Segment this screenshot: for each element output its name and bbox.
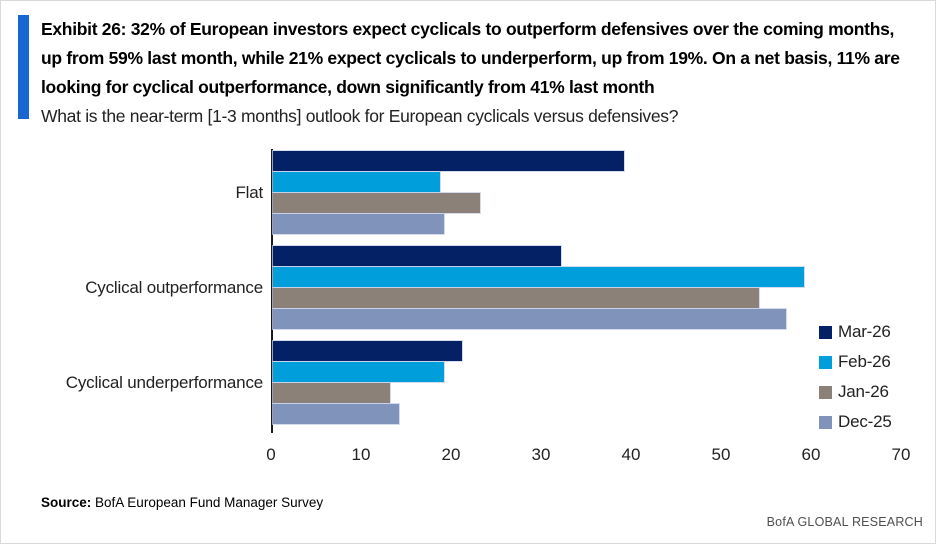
bar-mar-26-group-2: [272, 245, 562, 267]
bar-group-1: [272, 150, 625, 235]
bar-mar-26-group-3: [272, 340, 463, 362]
bar-group-2: [272, 245, 805, 330]
legend-swatch-icon: [819, 355, 832, 369]
x-tick-label: 40: [621, 445, 641, 464]
exhibit-header: Exhibit 26: 32% of European investors ex…: [18, 15, 919, 131]
chart-legend: Mar-26 Feb-26 Jan-26 Dec-25: [819, 317, 892, 437]
header-text: Exhibit 26: 32% of European investors ex…: [41, 15, 913, 131]
bar-dec-25-group-2: [272, 308, 787, 330]
legend-item-mar-26: Mar-26: [819, 317, 892, 347]
legend-swatch-icon: [819, 325, 832, 339]
x-tick-label: 30: [531, 445, 551, 464]
legend-label: Feb-26: [838, 352, 891, 371]
source-label: Source:: [41, 495, 92, 510]
accent-bar: [18, 15, 29, 119]
category-label: Cyclical underperformance: [65, 373, 263, 392]
category-label: Cyclical outperformance: [85, 278, 263, 297]
legend-label: Mar-26: [838, 322, 891, 341]
category-label: Flat: [235, 183, 263, 202]
x-tick-label: 50: [711, 445, 731, 464]
source-line: Source: BofA European Fund Manager Surve…: [41, 495, 323, 510]
bar-mar-26-group-1: [272, 150, 625, 172]
plot-area: [271, 149, 905, 433]
x-tick-label: 0: [266, 445, 276, 464]
legend-item-dec-25: Dec-25: [819, 407, 892, 437]
x-tick-label: 10: [351, 445, 371, 464]
x-tick-label: 60: [801, 445, 821, 464]
bar-jan-26-group-3: [272, 382, 391, 404]
legend-item-feb-26: Feb-26: [819, 347, 892, 377]
bar-jan-26-group-1: [272, 192, 481, 214]
bar-chart: Mar-26 Feb-26 Jan-26 Dec-25 Flat Cyclical ou…: [1, 149, 936, 469]
legend-label: Jan-26: [838, 382, 889, 401]
exhibit-title: Exhibit 26: 32% of European investors ex…: [41, 19, 900, 97]
legend-item-jan-26: Jan-26: [819, 377, 892, 407]
legend-swatch-icon: [819, 415, 832, 429]
bar-dec-25-group-3: [272, 403, 400, 425]
x-tick-label: 20: [441, 445, 461, 464]
legend-label: Dec-25: [838, 412, 892, 431]
bar-group-3: [272, 340, 463, 425]
survey-question: What is the near-term [1-3 months] outlo…: [41, 106, 679, 126]
bar-jan-26-group-2: [272, 287, 760, 309]
source-text: BofA European Fund Manager Survey: [95, 495, 324, 510]
bar-dec-25-group-1: [272, 213, 445, 235]
bar-feb-26-group-3: [272, 361, 445, 383]
legend-swatch-icon: [819, 385, 832, 399]
x-tick-label: 70: [891, 445, 911, 464]
brand-research-label: BofA GLOBAL RESEARCH: [766, 515, 923, 529]
bar-feb-26-group-2: [272, 266, 805, 288]
bar-feb-26-group-1: [272, 171, 441, 193]
